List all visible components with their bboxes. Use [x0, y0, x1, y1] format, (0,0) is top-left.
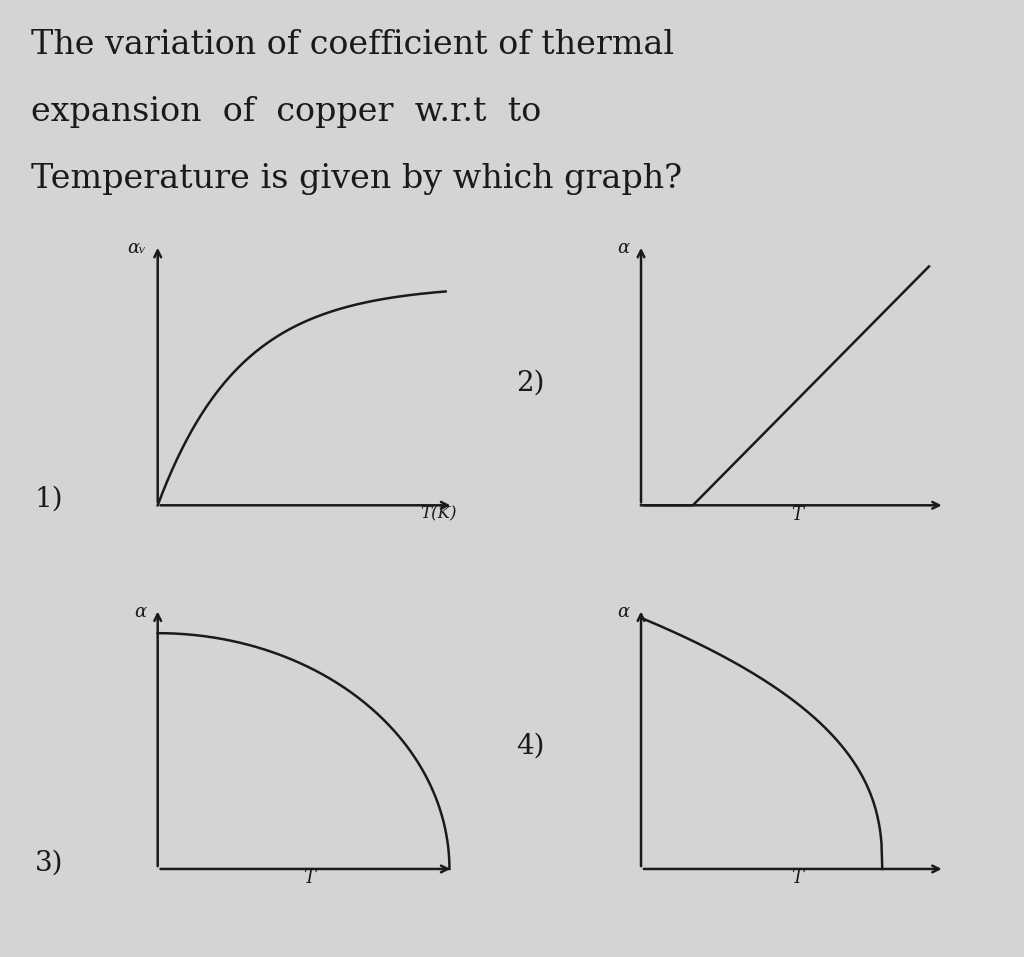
- Text: 2): 2): [516, 369, 545, 396]
- Text: T: T: [791, 869, 803, 887]
- Text: The variation of coefficient of thermal: The variation of coefficient of thermal: [31, 29, 674, 60]
- Text: T(K): T(K): [421, 505, 457, 523]
- Text: expansion  of  copper  w.r.t  to: expansion of copper w.r.t to: [31, 96, 541, 127]
- Text: αᵥ: αᵥ: [127, 239, 146, 256]
- Text: T: T: [791, 505, 803, 523]
- Text: α: α: [617, 239, 630, 256]
- Text: 3): 3): [35, 849, 63, 877]
- Text: α: α: [134, 603, 146, 620]
- Text: 1): 1): [35, 485, 63, 513]
- Text: T: T: [303, 869, 315, 887]
- Text: Temperature is given by which graph?: Temperature is given by which graph?: [31, 163, 682, 194]
- Text: 4): 4): [516, 733, 545, 760]
- Text: α: α: [617, 603, 630, 620]
